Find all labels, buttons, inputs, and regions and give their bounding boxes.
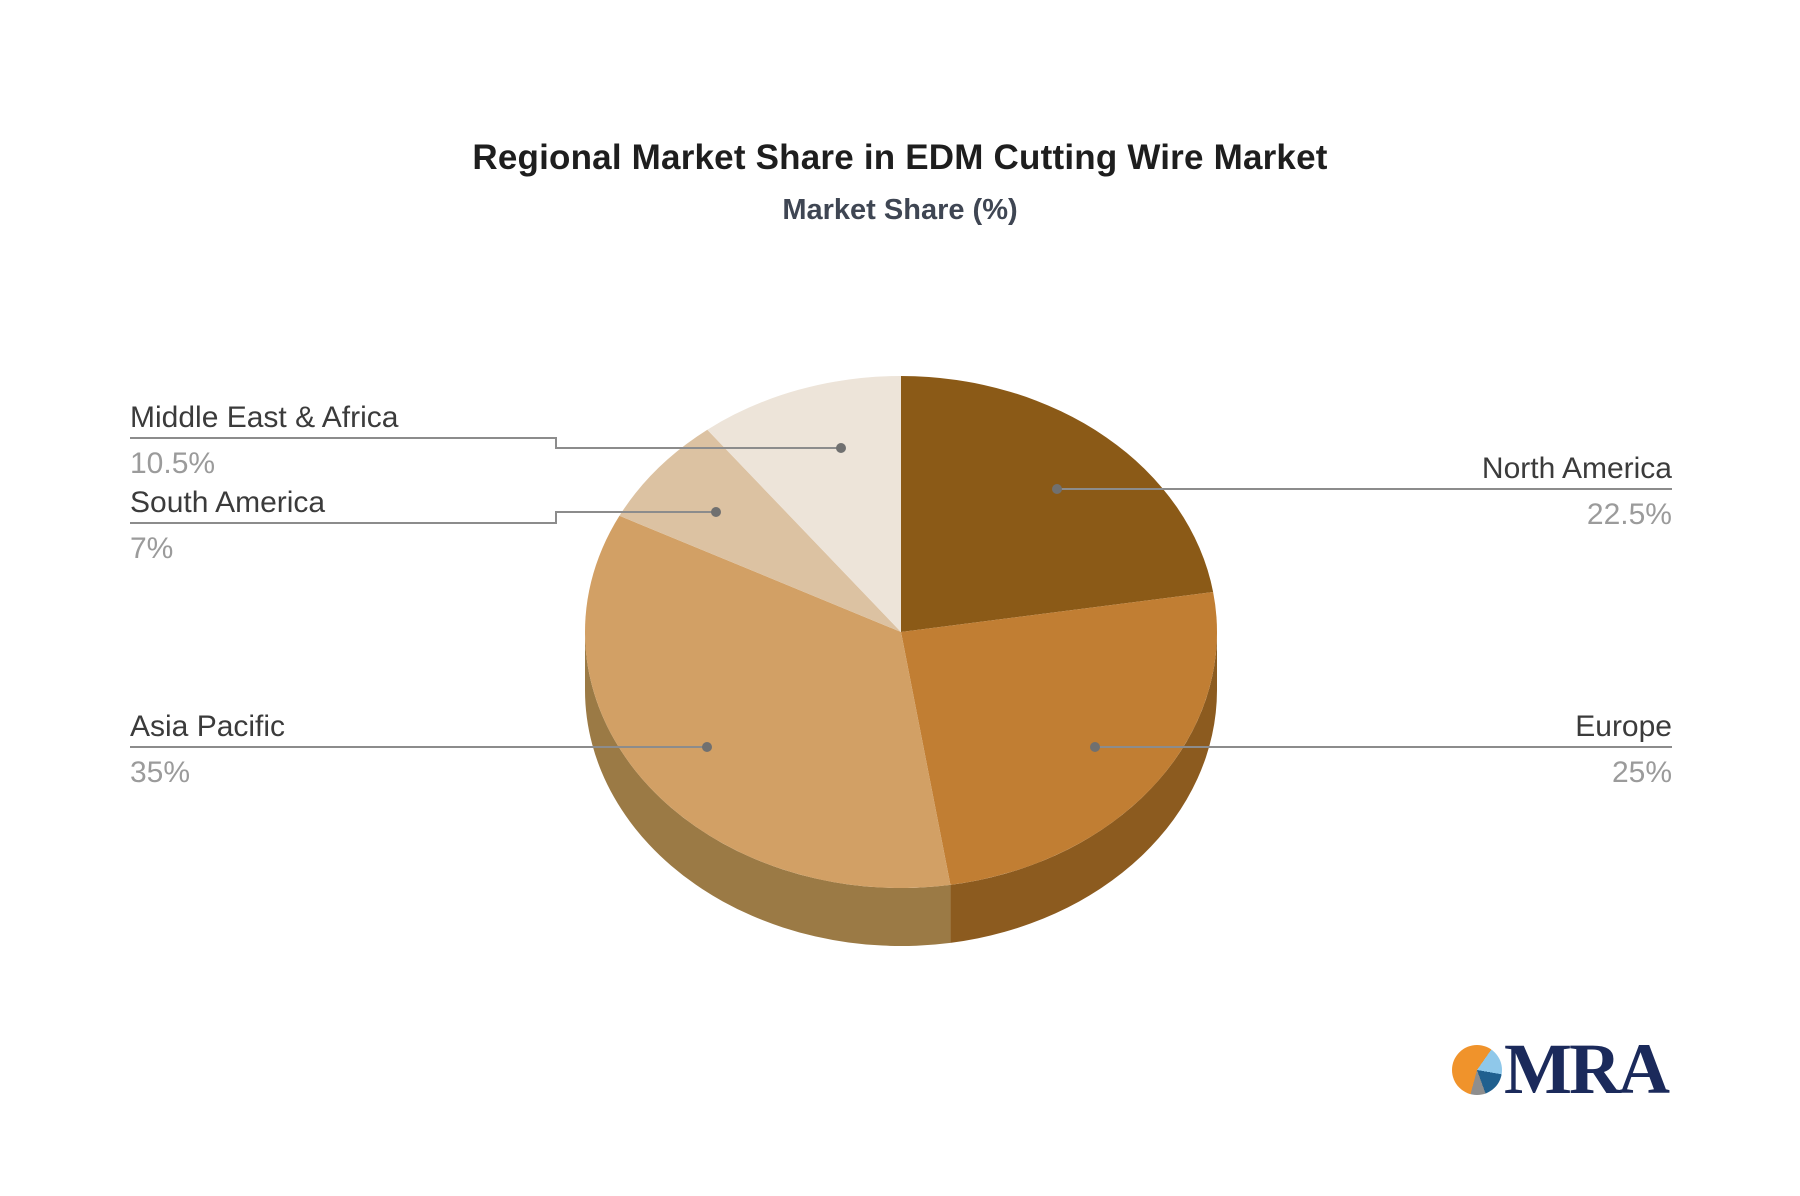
pie-slice-middle-east-africa bbox=[707, 376, 901, 632]
pie-slice-asia-pacific bbox=[584, 515, 951, 888]
brand-logo: MRA bbox=[1452, 1029, 1670, 1109]
chart-title: Regional Market Share in EDM Cutting Wir… bbox=[472, 138, 1328, 177]
callout-label-north-america: North America bbox=[1481, 452, 1672, 485]
leader-line-middle-east-africa bbox=[130, 437, 841, 449]
chart-subtitle: Market Share (%) bbox=[782, 194, 1018, 226]
pie-slice-europe bbox=[901, 591, 1217, 885]
pie-side-asia-pacific bbox=[585, 632, 951, 946]
pie-slice-north-america bbox=[901, 376, 1214, 632]
callout-label-south-america: South America bbox=[130, 486, 326, 519]
pie-slices-group bbox=[584, 376, 1217, 946]
leader-dot-middle-east-africa bbox=[836, 443, 846, 453]
callout-label-asia-pacific: Asia Pacific bbox=[130, 710, 286, 743]
callout-value-middle-east-africa: 10.5% bbox=[130, 447, 216, 480]
leader-lines-group bbox=[130, 437, 1672, 752]
callout-value-europe: 25% bbox=[1611, 756, 1672, 789]
callout-label-europe: Europe bbox=[1575, 710, 1672, 743]
leader-dot-asia-pacific bbox=[702, 742, 712, 752]
callout-value-south-america: 7% bbox=[130, 532, 174, 565]
callout-value-asia-pacific: 35% bbox=[130, 756, 191, 789]
leader-dot-south-america bbox=[711, 507, 721, 517]
pie-side-europe bbox=[950, 632, 1217, 943]
pie-slice-south-america bbox=[619, 429, 901, 632]
brand-logo-text: MRA bbox=[1504, 1029, 1670, 1109]
callout-value-north-america: 22.5% bbox=[1586, 498, 1672, 531]
brand-logo-pie-icon bbox=[1452, 1045, 1502, 1095]
callout-label-middle-east-africa: Middle East & Africa bbox=[130, 401, 399, 434]
leader-line-south-america bbox=[130, 511, 716, 524]
leader-dot-europe bbox=[1090, 742, 1100, 752]
leader-dot-north-america bbox=[1052, 484, 1062, 494]
